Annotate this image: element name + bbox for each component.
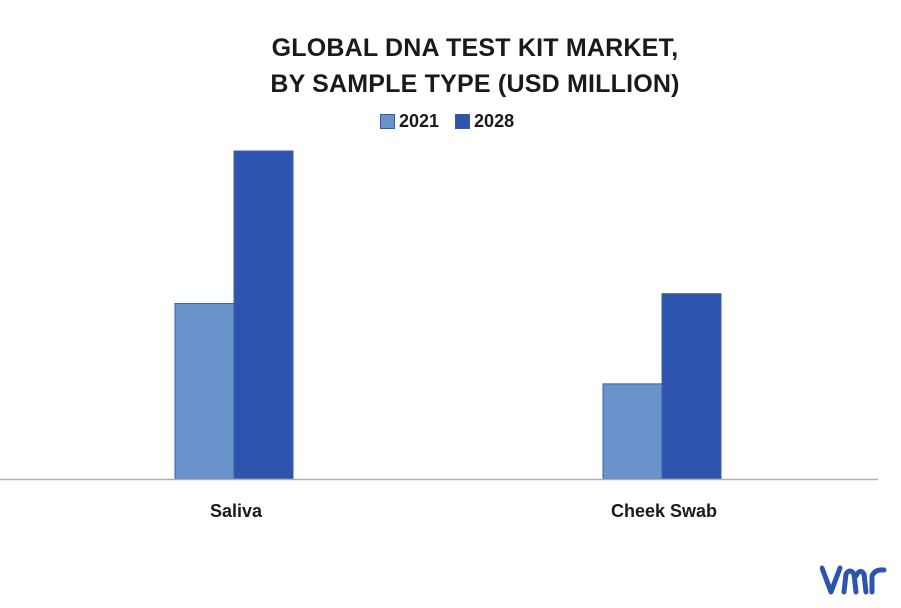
bar-cheek-swab-2028 — [661, 293, 722, 480]
bar-cheek-swab-2021 — [602, 383, 663, 480]
bar-saliva-2028 — [233, 150, 294, 480]
chart-title-line-1: GLOBAL DNA TEST KIT MARKET, — [271, 34, 679, 62]
chart-title-line-2: BY SAMPLE TYPE (USD MILLION) — [270, 70, 680, 98]
chart-title: GLOBAL DNA TEST KIT MARKET, BY SAMPLE TY… — [0, 30, 901, 102]
chart-legend: 2021 2028 — [380, 111, 514, 132]
vmr-logo-icon — [820, 565, 887, 595]
legend-swatch-2028 — [455, 114, 471, 129]
legend-label-2021: 2021 — [399, 111, 440, 131]
legend-item-2021: 2021 — [380, 111, 439, 132]
legend-swatch-2021 — [380, 114, 395, 129]
legend-item-2028: 2028 — [455, 111, 514, 132]
category-label-saliva: Saliva — [210, 501, 263, 521]
bar-saliva-2021 — [174, 303, 235, 480]
category-label-cheek-swab: Cheek Swab — [611, 501, 717, 521]
legend-label-2028: 2028 — [474, 111, 515, 131]
